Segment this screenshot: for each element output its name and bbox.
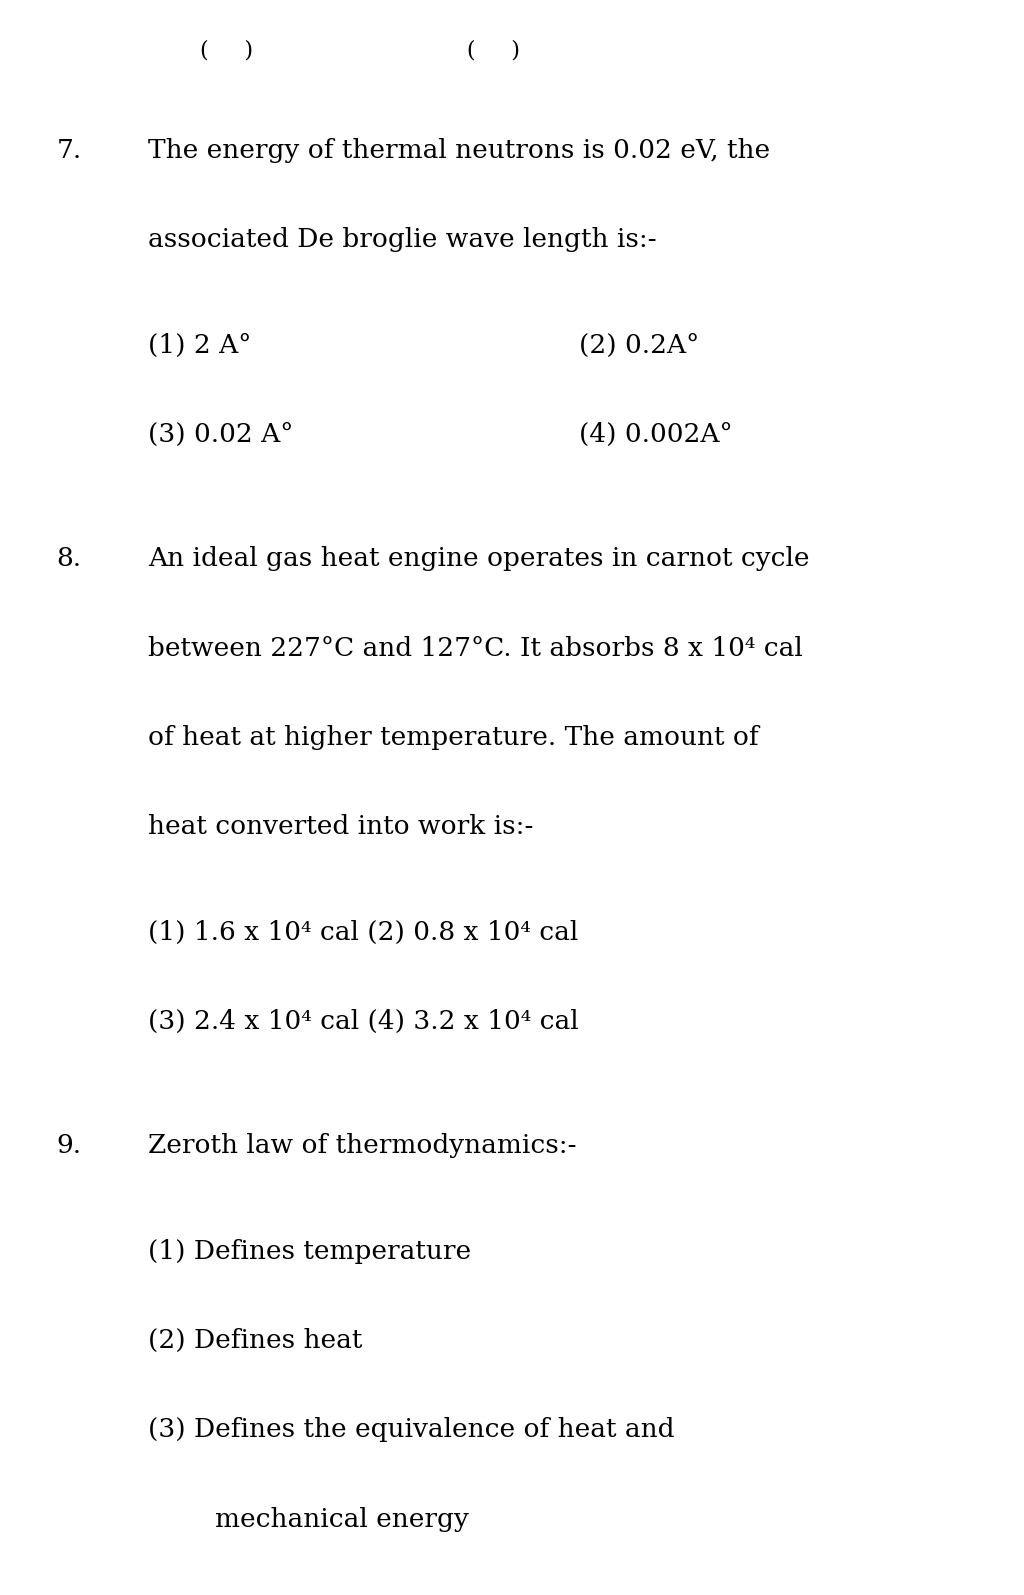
Text: (1) Defines temperature: (1) Defines temperature	[148, 1239, 472, 1263]
Text: An ideal gas heat engine operates in carnot cycle: An ideal gas heat engine operates in car…	[148, 547, 810, 571]
Text: (2) 0.2A°: (2) 0.2A°	[579, 333, 698, 357]
Text: heat converted into work is:-: heat converted into work is:-	[148, 815, 534, 839]
Text: (3) 0.02 A°: (3) 0.02 A°	[148, 423, 294, 447]
Text: associated De broglie wave length is:-: associated De broglie wave length is:-	[148, 228, 657, 252]
Text: (2) Defines heat: (2) Defines heat	[148, 1329, 362, 1353]
Text: (3) 2.4 x 10⁴ cal (4) 3.2 x 10⁴ cal: (3) 2.4 x 10⁴ cal (4) 3.2 x 10⁴ cal	[148, 1010, 580, 1034]
Text: (     )                              (     ): ( ) ( )	[200, 40, 520, 62]
Text: Zeroth law of thermodynamics:-: Zeroth law of thermodynamics:-	[148, 1134, 577, 1158]
Text: mechanical energy: mechanical energy	[148, 1507, 469, 1531]
Text: (4) 0.002A°: (4) 0.002A°	[579, 423, 732, 447]
Text: between 227°C and 127°C. It absorbs 8 x 10⁴ cal: between 227°C and 127°C. It absorbs 8 x …	[148, 636, 803, 660]
Text: The energy of thermal neutrons is 0.02 eV, the: The energy of thermal neutrons is 0.02 e…	[148, 139, 771, 163]
Text: 9.: 9.	[56, 1134, 82, 1158]
Text: 7.: 7.	[56, 139, 82, 163]
Text: (3) Defines the equivalence of heat and: (3) Defines the equivalence of heat and	[148, 1418, 675, 1442]
Text: 8.: 8.	[56, 547, 82, 571]
Text: of heat at higher temperature. The amount of: of heat at higher temperature. The amoun…	[148, 726, 759, 750]
Text: (1) 1.6 x 10⁴ cal (2) 0.8 x 10⁴ cal: (1) 1.6 x 10⁴ cal (2) 0.8 x 10⁴ cal	[148, 920, 579, 944]
Text: (1) 2 A°: (1) 2 A°	[148, 333, 252, 357]
